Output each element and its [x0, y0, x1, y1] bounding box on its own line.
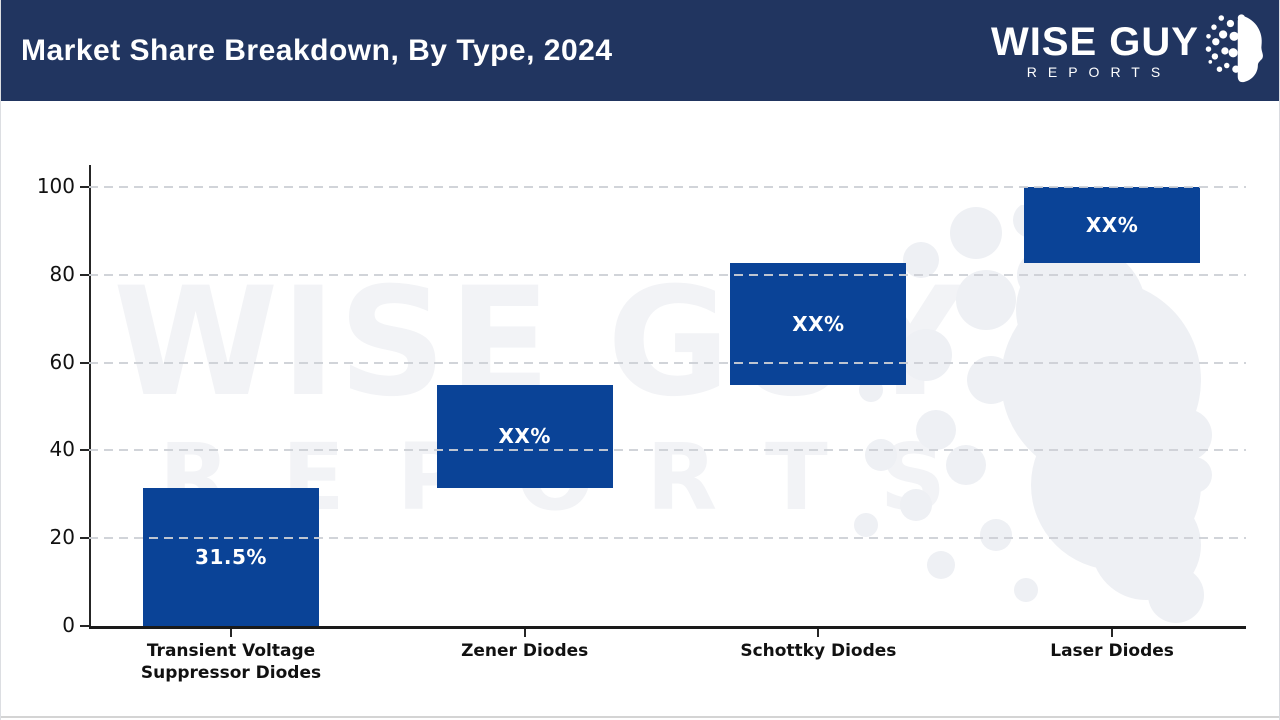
gridline-80	[89, 273, 1246, 276]
gridline-100	[89, 186, 1246, 188]
y-tick-mark-0	[80, 625, 89, 627]
y-tick-label-40: 40	[49, 437, 75, 462]
x-axis-line	[89, 626, 1246, 629]
bar-2: XX%	[436, 384, 613, 488]
y-tick-mark-100	[80, 186, 89, 188]
gridline-60	[89, 361, 1246, 364]
y-tick-label-100: 100	[36, 174, 75, 198]
header-bar: Market Share Breakdown, By Type, 2024 WI…	[1, 0, 1279, 101]
x-tick-mark-1	[230, 629, 232, 637]
logo-wiseguy-label: WISE GUY	[990, 19, 1199, 64]
y-tick-label-20: 20	[49, 525, 75, 550]
x-tick-mark-3	[817, 629, 820, 637]
page-title: Market Share Breakdown, By Type, 2024	[21, 33, 613, 67]
x-tick-mark-4	[1111, 629, 1114, 637]
bar-value-label: XX%	[498, 424, 551, 449]
x-category-label-4: Laser Diodes	[1050, 641, 1174, 661]
y-tick-mark-40	[80, 449, 89, 452]
logo-face-icon	[1205, 14, 1263, 83]
y-axis-line	[89, 165, 91, 629]
y-tick-label-0: 0	[62, 613, 75, 637]
x-tick-mark-2	[523, 629, 526, 637]
gridline-20	[89, 537, 1246, 540]
bottom-border-line	[1, 716, 1279, 718]
bar-4: XX%	[1024, 187, 1201, 263]
bar-value-label: XX%	[1085, 212, 1139, 237]
y-tick-mark-80	[80, 273, 89, 276]
y-tick-mark-60	[80, 361, 89, 364]
x-category-label-3: Schottky Diodes	[740, 641, 897, 661]
y-tick-mark-20	[80, 537, 89, 540]
logo-reports-label: REPORTS	[1026, 63, 1172, 80]
bar-value-label: XX%	[792, 311, 845, 336]
x-category-label-1: Transient Voltage Suppressor Diodes	[140, 641, 322, 684]
bar-value-label: 31.5%	[195, 544, 267, 569]
bar-1: 31.5%	[143, 487, 319, 626]
logo-text: WISE GUY REPORTS	[991, 21, 1199, 80]
bar-3: XX%	[730, 262, 907, 385]
y-tick-label-60: 60	[49, 349, 75, 374]
x-category-label-2: Zener Diodes	[461, 641, 589, 661]
y-tick-label-80: 80	[49, 261, 75, 286]
wiseguy-logo: WISE GUY REPORTS	[991, 8, 1267, 92]
gridline-40	[89, 449, 1246, 452]
